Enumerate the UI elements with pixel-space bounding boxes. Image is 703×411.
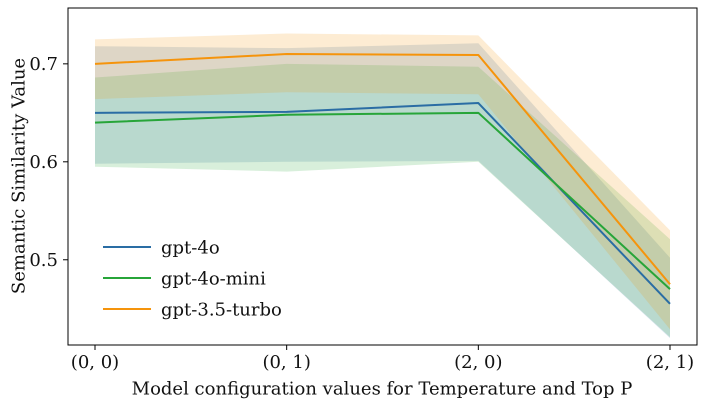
x-tick-label: (0, 1) <box>262 352 310 373</box>
y-tick-label: 0.7 <box>29 54 58 75</box>
gpt-3.5-turbo-line <box>94 53 671 285</box>
gpt-4o-mini-line <box>94 111 671 290</box>
gpt-4o-mini-confidence-band <box>95 63 670 338</box>
legend-label-gpt-3.5-turbo: gpt-3.5-turbo <box>161 299 282 320</box>
legend-label-gpt-4o-mini: gpt-4o-mini <box>161 268 266 289</box>
y-tick-label: 0.5 <box>29 250 58 271</box>
y-axis-title: Semantic Similarity Value <box>8 57 30 295</box>
x-tick-label: (0, 0) <box>71 352 119 373</box>
x-tick-label: (2, 0) <box>454 352 502 373</box>
gpt-4o-line <box>94 102 671 305</box>
x-axis-title: Model configuration values for Temperatu… <box>131 378 633 400</box>
plot-frame <box>67 7 698 346</box>
x-tick-label: (2, 1) <box>646 352 694 373</box>
y-tick-label: 0.6 <box>29 152 58 173</box>
gpt-3.5-turbo-confidence-band <box>95 33 670 330</box>
legend-label-gpt-4o: gpt-4o <box>161 237 220 258</box>
